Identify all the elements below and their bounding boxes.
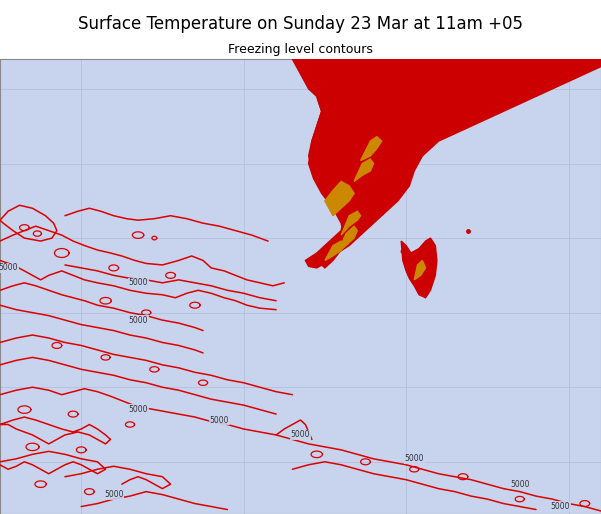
Text: 5000: 5000 xyxy=(129,316,148,325)
Polygon shape xyxy=(325,181,354,216)
Polygon shape xyxy=(325,241,344,261)
Polygon shape xyxy=(361,137,382,160)
Text: 5000: 5000 xyxy=(551,502,570,511)
Text: Freezing level contours: Freezing level contours xyxy=(228,43,373,56)
Text: 5000: 5000 xyxy=(104,490,123,499)
Polygon shape xyxy=(401,238,437,298)
Text: 5000: 5000 xyxy=(510,480,529,489)
Polygon shape xyxy=(292,59,601,268)
Text: Surface Temperature on Sunday 23 Mar at 11am +05: Surface Temperature on Sunday 23 Mar at … xyxy=(78,15,523,33)
Text: 5000: 5000 xyxy=(129,405,148,414)
Text: 5000: 5000 xyxy=(404,454,424,463)
Polygon shape xyxy=(341,211,361,235)
Polygon shape xyxy=(401,249,407,254)
Polygon shape xyxy=(354,159,374,181)
Text: 5000: 5000 xyxy=(291,430,310,439)
Text: 5000: 5000 xyxy=(0,263,18,272)
Polygon shape xyxy=(414,261,426,280)
Text: 5000: 5000 xyxy=(129,278,148,287)
Polygon shape xyxy=(292,59,601,268)
Text: 5000: 5000 xyxy=(210,415,229,425)
Polygon shape xyxy=(338,226,358,253)
